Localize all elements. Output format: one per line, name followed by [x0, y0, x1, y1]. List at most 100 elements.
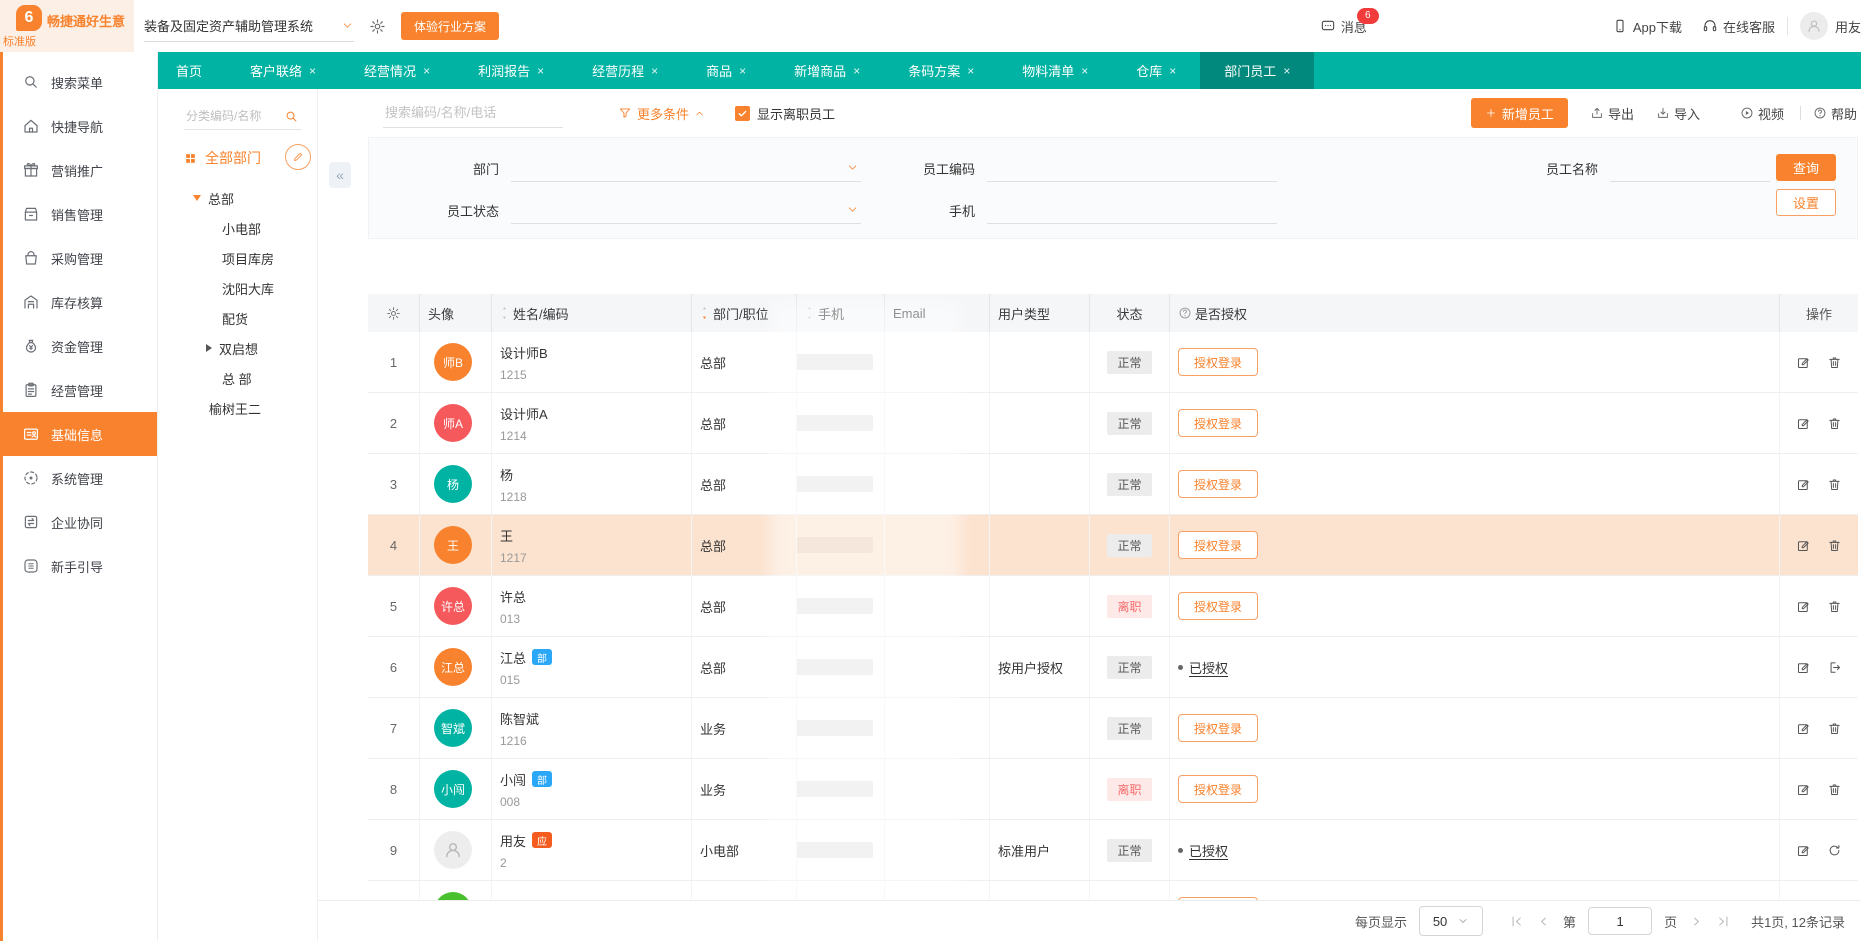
tree-node[interactable]: 项目库房 [158, 243, 317, 273]
collapse-tree-button[interactable]: « [329, 162, 351, 188]
edit-icon[interactable] [1796, 843, 1811, 858]
edit-icon[interactable] [1796, 599, 1811, 614]
messages-button[interactable]: 消息 6 [1320, 7, 1379, 36]
more-filters-link[interactable]: 更多条件 [618, 104, 705, 123]
close-icon[interactable]: × [739, 63, 747, 78]
refresh-icon[interactable] [1827, 843, 1842, 858]
search-icon[interactable] [284, 109, 299, 124]
authorized-link[interactable]: 已授权 [1178, 658, 1228, 677]
tab-new-goods[interactable]: 新增商品 × [770, 52, 884, 89]
industry-plan-button[interactable]: 体验行业方案 [401, 12, 500, 40]
sidebar-item-funds[interactable]: 资金管理 [0, 324, 157, 368]
header-dept-position[interactable]: 部门/职位 [692, 294, 797, 332]
first-page-button[interactable] [1509, 914, 1524, 929]
mobile-input[interactable] [987, 196, 1281, 225]
username-label[interactable]: 用友 [1834, 19, 1861, 35]
query-button[interactable]: 查询 [1776, 154, 1836, 181]
authorize-login-button[interactable]: 授权登录 [1178, 775, 1259, 803]
close-icon[interactable]: × [309, 63, 317, 78]
sort-icons[interactable] [500, 305, 509, 321]
trash-icon[interactable] [1827, 416, 1842, 431]
tab-department-employees[interactable]: 部门员工 × [1200, 52, 1315, 89]
last-page-button[interactable] [1716, 914, 1731, 929]
expander-icon[interactable] [206, 344, 212, 352]
trash-icon[interactable] [1827, 721, 1842, 736]
column-settings-button[interactable] [368, 294, 420, 332]
employee-code-input[interactable] [987, 154, 1281, 183]
authorize-login-button[interactable]: 授权登录 [1178, 470, 1259, 498]
header-phone[interactable]: 手机 [797, 294, 885, 332]
edit-icon[interactable] [1796, 538, 1811, 553]
video-button[interactable]: 视频 [1740, 104, 1784, 123]
import-button[interactable]: 导入 [1656, 104, 1700, 123]
trash-icon[interactable] [1827, 599, 1842, 614]
sidebar-item-marketing[interactable]: 营销推广 [0, 148, 157, 192]
department-filter-select[interactable] [511, 154, 865, 183]
sidebar-item-basic-info[interactable]: 基础信息 [0, 412, 157, 456]
tab-profit-report[interactable]: 利润报告 × [454, 52, 568, 89]
tree-node[interactable]: 配货 [158, 303, 317, 333]
sidebar-item-operations[interactable]: 经营管理 [0, 368, 157, 412]
tree-node[interactable]: 小电部 [158, 213, 317, 243]
close-icon[interactable]: × [537, 63, 545, 78]
trash-icon[interactable] [1827, 782, 1842, 797]
sidebar-item-sales[interactable]: 销售管理 [0, 192, 157, 236]
edit-icon[interactable] [1796, 416, 1811, 431]
per-page-select[interactable]: 50 [1419, 906, 1484, 936]
export-button[interactable]: 导出 [1590, 104, 1634, 123]
sidebar-item-purchasing[interactable]: 采购管理 [0, 236, 157, 280]
close-icon[interactable]: × [651, 63, 659, 78]
edit-icon[interactable] [1796, 660, 1811, 675]
tab-goods[interactable]: 商品 × [682, 52, 770, 89]
tab-business-history[interactable]: 经营历程 × [568, 52, 682, 89]
all-departments-item[interactable]: 全部部门 [184, 144, 313, 171]
tab-business-status[interactable]: 经营情况 × [340, 52, 454, 89]
edit-icon[interactable] [1796, 477, 1811, 492]
close-icon[interactable]: × [1169, 63, 1177, 78]
employee-name-filter-field[interactable] [1610, 154, 1774, 183]
tab-home[interactable]: 首页 [152, 52, 226, 89]
sidebar-item-quick-nav[interactable]: 快捷导航 [0, 104, 157, 148]
tree-node[interactable]: 榆树王二 [158, 393, 317, 423]
trash-icon[interactable] [1827, 538, 1842, 553]
trash-icon[interactable] [1827, 355, 1842, 370]
prev-page-button[interactable] [1536, 914, 1551, 929]
tree-node[interactable]: 总部 [158, 183, 317, 213]
employee-code-filter-field[interactable] [987, 154, 1281, 183]
sidebar-item-newbie-guide[interactable]: 新手引导 [0, 544, 157, 588]
page-number-input[interactable] [1588, 907, 1653, 935]
sidebar-item-collaboration[interactable]: 企业协同 [0, 500, 157, 544]
settings-button[interactable]: 设置 [1776, 189, 1836, 216]
authorize-login-button[interactable]: 授权登录 [1178, 348, 1259, 376]
tree-node[interactable]: 沈阳大库 [158, 273, 317, 303]
authorize-login-button[interactable]: 授权登录 [1178, 531, 1259, 559]
help-button[interactable]: 帮助 [1813, 104, 1857, 123]
user-avatar[interactable] [1799, 12, 1828, 40]
close-icon[interactable]: × [1081, 63, 1089, 78]
header-name-code[interactable]: 姓名/编码 [492, 294, 692, 332]
sidebar-item-search-menu[interactable]: 搜索菜单 [0, 60, 157, 104]
authorized-link[interactable]: 已授权 [1178, 841, 1228, 860]
sidebar-item-system[interactable]: 系统管理 [0, 456, 157, 500]
sort-icons[interactable] [700, 305, 709, 321]
authorize-login-button[interactable]: 授权登录 [1178, 714, 1259, 742]
close-icon[interactable]: × [1283, 63, 1291, 78]
close-icon[interactable]: × [853, 63, 861, 78]
tree-search-input[interactable] [184, 108, 284, 124]
sort-icons[interactable] [805, 305, 814, 321]
tab-barcode-plan[interactable]: 条码方案 × [884, 52, 998, 89]
edit-icon[interactable] [1796, 721, 1811, 736]
department-filter-input[interactable] [511, 154, 865, 183]
logout-icon[interactable] [1827, 660, 1842, 675]
checkbox-checked-icon[interactable] [735, 105, 751, 121]
trash-icon[interactable] [1827, 477, 1842, 492]
tree-node[interactable]: 双启想 [158, 333, 317, 363]
authorize-login-button[interactable]: 授权登录 [1178, 592, 1259, 620]
tab-customer-contact[interactable]: 客户联络 × [226, 52, 340, 89]
